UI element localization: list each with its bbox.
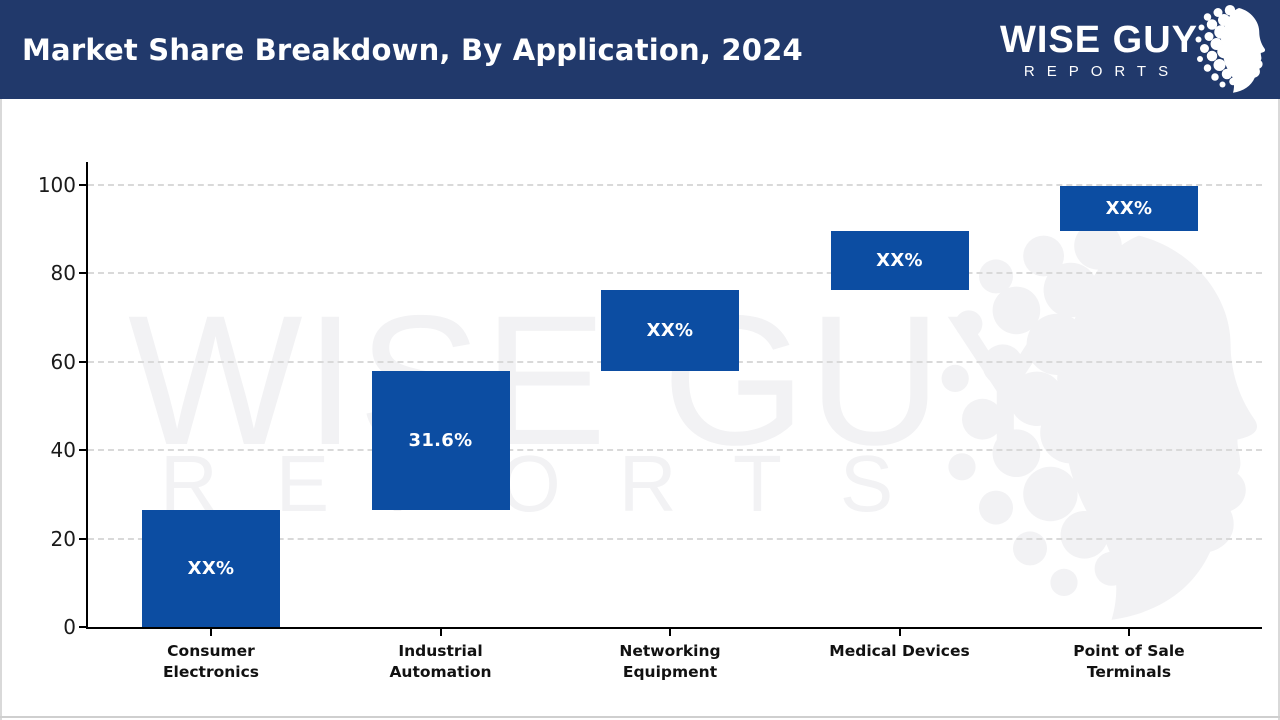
x-category-label-2: Industrial Automation <box>321 641 561 683</box>
x-category-label-line: Automation <box>389 662 492 681</box>
page-right-edge <box>1278 99 1280 720</box>
x-category-label-line: Medical Devices <box>829 642 970 660</box>
x-tick-mark-1 <box>210 629 212 636</box>
gridline-40 <box>88 449 1262 452</box>
y-tick-mark-20 <box>79 537 88 540</box>
x-category-label-line: Consumer <box>167 642 255 660</box>
x-tick-mark-3 <box>669 629 671 636</box>
y-tick-label-40: 40 <box>50 438 76 463</box>
y-tick-mark-60 <box>79 360 88 363</box>
x-tick-mark-4 <box>898 629 901 636</box>
x-category-label-1: Consumer Electronics <box>91 641 331 683</box>
x-axis-spine <box>86 627 1262 629</box>
bar-value-label: XX% <box>1105 197 1153 219</box>
x-category-label-line: Electronics <box>162 662 260 681</box>
gridline-100 <box>88 184 1262 186</box>
x-category-label-line: Point of Sale <box>1073 642 1185 660</box>
y-tick-mark-100 <box>79 184 88 186</box>
page-title: Market Share Breakdown, By Application, … <box>22 32 803 67</box>
header-bar: Market Share Breakdown, By Application, … <box>0 0 1280 99</box>
y-tick-label-80: 80 <box>50 261 76 286</box>
x-category-label-line: Terminals <box>1086 662 1172 681</box>
logo-sub: REPORTS <box>1023 62 1181 80</box>
bar-value-label: 31.6% <box>408 429 473 451</box>
x-category-label-line: Networking <box>619 642 721 660</box>
x-category-label-line: Industrial <box>398 642 483 660</box>
gridline-80 <box>88 272 1262 275</box>
y-tick-mark-0 <box>79 626 88 628</box>
x-tick-mark-5 <box>1128 629 1130 636</box>
bar-value-label: XX% <box>876 249 923 271</box>
bar-value-label: XX% <box>187 558 235 580</box>
bar-4: XX% <box>830 230 969 290</box>
page-left-edge <box>0 99 2 720</box>
y-axis-spine <box>86 162 88 629</box>
x-category-label-line: Equipment <box>622 662 718 681</box>
logo-text: WISE GUY REPORTS <box>1000 21 1198 80</box>
y-tick-label-100: 100 <box>37 173 76 197</box>
bar-1: XX% <box>142 510 280 627</box>
y-tick-mark-80 <box>79 272 88 275</box>
x-category-label-3: Networking Equipment <box>550 641 790 683</box>
y-tick-label-0: 0 <box>63 615 76 639</box>
y-tick-label-60: 60 <box>50 349 76 374</box>
wise-guy-logo: WISE GUY REPORTS <box>1000 4 1274 96</box>
bar-value-label: XX% <box>646 319 694 341</box>
bar-5: XX% <box>1060 185 1198 231</box>
x-category-label-4: Medical Devices <box>780 641 1020 662</box>
bar-2: 31.6% <box>371 370 510 511</box>
gridline-20 <box>88 537 1262 540</box>
y-tick-label-20: 20 <box>50 526 76 551</box>
x-category-label-5: Point of Sale Terminals <box>1009 641 1249 683</box>
watermark-brand: WISE GUY <box>128 278 1070 484</box>
chart-area: WISE GUY REPORTS 0 20 40 60 80 100 XX% Consumer… <box>0 99 1280 720</box>
logo-brand: WISE GUY <box>999 18 1198 61</box>
y-tick-mark-40 <box>79 449 88 452</box>
page-bottom-edge <box>0 716 1280 718</box>
bar-3: XX% <box>601 289 739 371</box>
x-tick-mark-2 <box>439 629 442 636</box>
watermark-sub: REPORTS <box>160 439 952 528</box>
